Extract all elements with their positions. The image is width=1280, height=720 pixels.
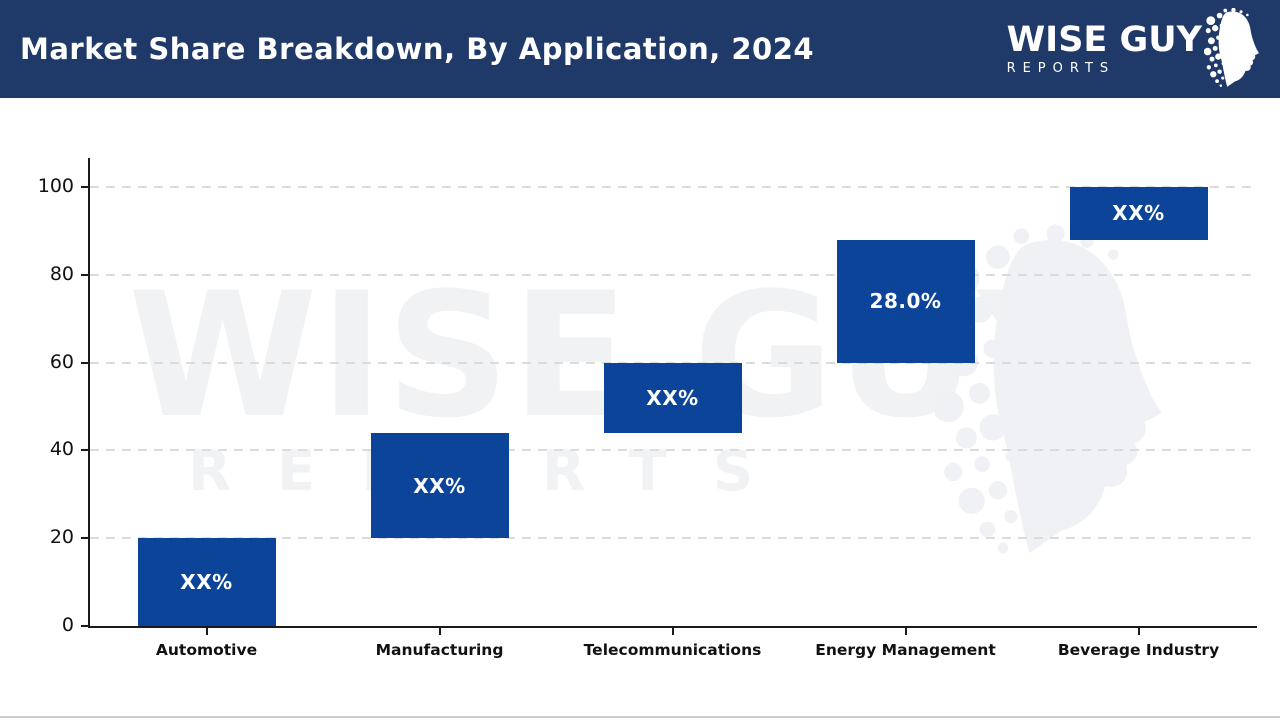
x-tick-4 — [1137, 628, 1140, 635]
bar-telecommunications: XX% — [603, 362, 742, 433]
y-tick-label-100: 100 — [37, 175, 74, 197]
x-tick-label-beverage-industry: Beverage Industry — [1057, 641, 1220, 659]
x-tick-0 — [205, 628, 208, 635]
y-tick-60 — [81, 361, 88, 364]
x-axis-spine — [88, 626, 1257, 628]
x-tick-label-telecommunications: Telecommunications — [583, 641, 762, 659]
bar-beverage-industry: XX% — [1069, 187, 1208, 240]
gridline-40 — [90, 449, 1255, 452]
bar-value-label: XX% — [180, 570, 233, 595]
gridline-100 — [90, 186, 1255, 188]
x-tick-2 — [671, 628, 674, 635]
x-tick-1 — [438, 628, 441, 635]
x-tick-label-manufacturing: Manufacturing — [375, 641, 504, 659]
x-axis: Automotive Manufacturing Telecommunication… — [90, 628, 1255, 678]
y-tick-label-0: 0 — [61, 614, 74, 636]
y-tick-20 — [81, 537, 88, 540]
page-title: Market Share Breakdown, By Application, … — [20, 32, 815, 66]
plot-area: XX% XX% XX% 28.0% XX% — [90, 186, 1255, 626]
y-tick-label-60: 60 — [49, 350, 74, 373]
y-axis-spine — [88, 158, 90, 628]
bar-automotive: XX% — [137, 538, 276, 626]
y-tick-label-40: 40 — [49, 438, 74, 461]
y-axis: 0 20 40 60 80 100 — [0, 177, 88, 635]
wise-guy-reports-logo: WISE GUY REPORTS — [1007, 8, 1268, 90]
bar-value-label: 28.0% — [869, 289, 942, 314]
bottom-border-line — [0, 716, 1280, 718]
y-tick-80 — [81, 273, 88, 276]
gridline-80 — [90, 273, 1255, 276]
y-tick-100 — [81, 186, 88, 188]
bar-energy-management: 28.0% — [836, 239, 975, 363]
bar-value-label: XX% — [413, 473, 466, 498]
gridline-20 — [90, 537, 1255, 540]
logo-text: WISE GUY REPORTS — [1006, 20, 1202, 76]
y-tick-40 — [81, 449, 88, 452]
y-tick-0 — [81, 625, 88, 627]
bar-value-label: XX% — [646, 385, 699, 410]
logo-wordmark: WISE GUY — [1006, 20, 1202, 60]
y-tick-label-80: 80 — [49, 262, 74, 285]
x-tick-3 — [904, 628, 907, 635]
header-bar: Market Share Breakdown, By Application, … — [0, 0, 1280, 98]
dotted-head-profile-icon — [1204, 8, 1260, 87]
y-tick-label-20: 20 — [49, 526, 74, 549]
bar-manufacturing: XX% — [370, 432, 509, 539]
bar-value-label: XX% — [1112, 201, 1165, 226]
x-tick-label-energy-management: Energy Management — [815, 641, 996, 659]
x-tick-label-automotive: Automotive — [155, 641, 258, 659]
logo-subtitle: REPORTS — [1006, 61, 1116, 76]
